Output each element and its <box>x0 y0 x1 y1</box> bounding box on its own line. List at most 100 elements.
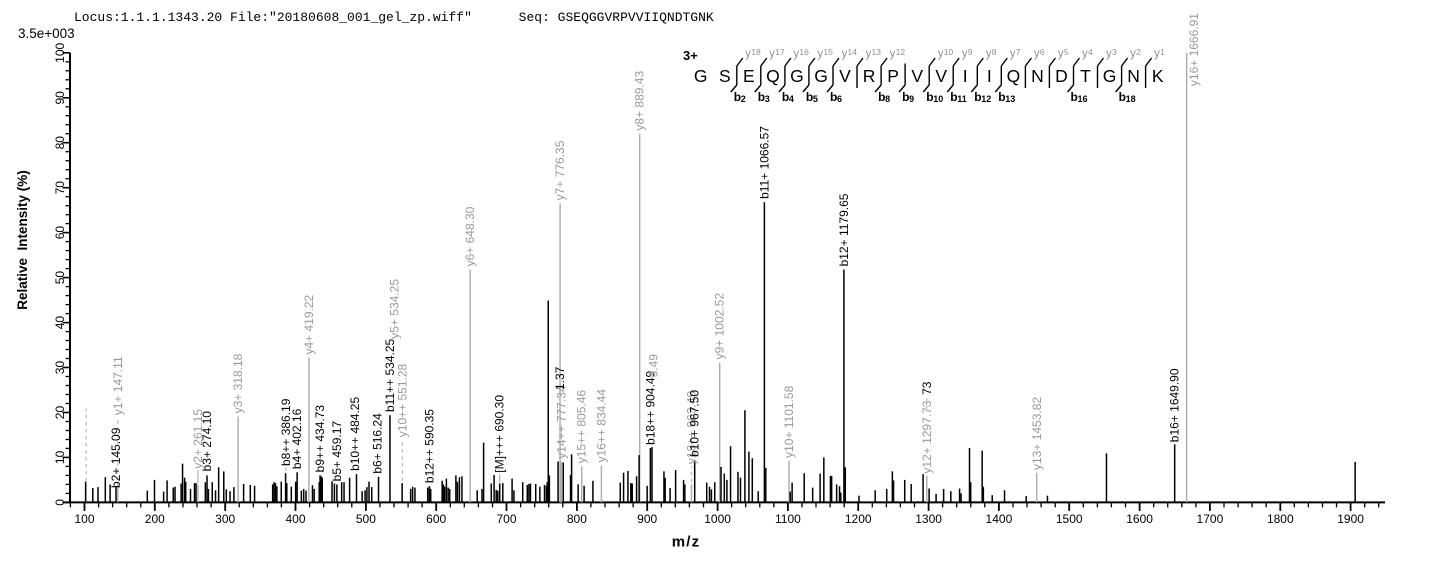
svg-text:1200: 1200 <box>845 512 872 526</box>
svg-text:y: y <box>1058 48 1064 60</box>
svg-text:3.49: 3.49 <box>646 354 660 378</box>
svg-text:10: 10 <box>933 94 943 104</box>
svg-text:90: 90 <box>53 91 67 105</box>
svg-text:11: 11 <box>957 94 967 104</box>
svg-text:Q: Q <box>1007 66 1021 86</box>
svg-text:y: y <box>1106 48 1112 60</box>
svg-text:b12+ 1179.65: b12+ 1179.65 <box>837 193 851 266</box>
svg-text:b5+ 459.17: b5+ 459.17 <box>330 421 344 482</box>
svg-text:12: 12 <box>981 94 991 104</box>
svg-text:800: 800 <box>567 512 587 526</box>
svg-text:10: 10 <box>53 450 67 464</box>
svg-text:60: 60 <box>53 226 67 240</box>
svg-text:0: 0 <box>53 499 67 506</box>
svg-text:b: b <box>998 90 1005 104</box>
svg-text:400: 400 <box>285 512 305 526</box>
svg-text:b: b <box>758 90 765 104</box>
svg-text:500: 500 <box>356 512 376 526</box>
svg-text:50: 50 <box>53 271 67 285</box>
svg-text:b: b <box>734 90 741 104</box>
svg-text:1.37: 1.37 <box>553 366 567 390</box>
svg-text:b: b <box>782 90 789 104</box>
svg-text:b11++ 534.25: b11++ 534.25 <box>383 338 397 412</box>
svg-text:b: b <box>806 90 813 104</box>
svg-text:1000: 1000 <box>704 512 731 526</box>
svg-text:y2+ 261.15: y2+ 261.15 <box>191 409 205 469</box>
svg-text:b: b <box>878 90 885 104</box>
svg-text:y: y <box>769 48 775 60</box>
svg-text:y18++ 963.49: y18++ 963.49 <box>684 390 698 464</box>
svg-text:y: y <box>938 48 944 60</box>
svg-text:y9+ 1002.52: y9+ 1002.52 <box>713 293 727 360</box>
svg-text:K: K <box>1152 66 1164 86</box>
svg-text:4: 4 <box>789 94 794 104</box>
svg-text:9: 9 <box>968 47 973 57</box>
svg-text:V: V <box>935 66 947 86</box>
svg-text:18: 18 <box>751 47 761 57</box>
svg-text:40: 40 <box>53 316 67 330</box>
svg-text:1: 1 <box>1160 47 1165 57</box>
svg-text:3.5e+003: 3.5e+003 <box>18 26 75 41</box>
svg-text:P: P <box>887 66 899 86</box>
svg-text:R: R <box>863 66 876 86</box>
svg-text:b4+ 402.16: b4+ 402.16 <box>290 408 304 469</box>
svg-text:y: y <box>817 48 823 60</box>
svg-text:700: 700 <box>496 512 516 526</box>
svg-text:Locus:1.1.1.1343.20 File:"2018: Locus:1.1.1.1343.20 File:"20180608_001_g… <box>74 10 714 25</box>
svg-text:b16+ 1649.90: b16+ 1649.90 <box>1168 368 1182 442</box>
svg-text:T: T <box>1080 66 1091 86</box>
svg-text:y: y <box>890 48 896 60</box>
svg-text:b3+ 274.10: b3+ 274.10 <box>200 411 214 472</box>
svg-text:6: 6 <box>1040 47 1045 57</box>
svg-text:y: y <box>986 48 992 60</box>
svg-text:b: b <box>926 90 933 104</box>
svg-text:D: D <box>1055 66 1068 86</box>
svg-text:3+: 3+ <box>683 48 698 63</box>
svg-text:y: y <box>866 48 872 60</box>
svg-text:b8++ 386.19: b8++ 386.19 <box>279 398 293 466</box>
svg-text:1300: 1300 <box>915 512 942 526</box>
svg-text:b: b <box>830 90 837 104</box>
svg-text:17: 17 <box>775 47 785 57</box>
svg-text:y: y <box>745 48 751 60</box>
svg-text:y16+ 1666.91: y16+ 1666.91 <box>1187 13 1201 86</box>
svg-text:b2+ 145.09: b2+ 145.09 <box>109 427 123 488</box>
svg-text:y3+ 318.18: y3+ 318.18 <box>231 353 245 413</box>
svg-text:E: E <box>743 66 755 86</box>
svg-text:6: 6 <box>837 94 842 104</box>
svg-text:14: 14 <box>848 47 858 57</box>
svg-text:y10++ 551.28: y10++ 551.28 <box>395 363 409 437</box>
svg-text:200: 200 <box>145 512 165 526</box>
svg-text:V: V <box>911 66 923 86</box>
svg-text:y1+ 147.11: y1+ 147.11 <box>111 356 125 415</box>
svg-text:13: 13 <box>872 47 882 57</box>
svg-text:1800: 1800 <box>1267 512 1294 526</box>
svg-text:m/z: m/z <box>672 534 701 551</box>
svg-text:y: y <box>793 48 799 60</box>
svg-text:b6+ 516.24: b6+ 516.24 <box>370 413 384 474</box>
svg-text:5: 5 <box>1064 47 1069 57</box>
svg-text:y13+ 1453.82: y13+ 1453.82 <box>1030 397 1044 470</box>
svg-text:b10++ 484.25: b10++ 484.25 <box>348 396 362 470</box>
svg-text:15: 15 <box>823 47 833 57</box>
svg-text:Q: Q <box>766 66 780 86</box>
svg-text:y: y <box>1154 48 1160 60</box>
svg-text:b: b <box>902 90 909 104</box>
svg-text:I: I <box>987 66 992 86</box>
svg-text:70: 70 <box>53 181 67 195</box>
svg-text:y6+ 648.30: y6+ 648.30 <box>463 206 477 266</box>
svg-text:73: 73 <box>920 381 934 395</box>
svg-text:N: N <box>1031 66 1044 86</box>
svg-text:16: 16 <box>799 47 809 57</box>
svg-text:Relative Intensity (%): Relative Intensity (%) <box>15 170 30 310</box>
svg-text:y7+ 776.35: y7+ 776.35 <box>553 140 567 200</box>
svg-text:y: y <box>1034 48 1040 60</box>
svg-text:b: b <box>950 90 957 104</box>
svg-text:20: 20 <box>53 406 67 420</box>
svg-text:600: 600 <box>426 512 446 526</box>
svg-text:18: 18 <box>1126 94 1136 104</box>
svg-text:12: 12 <box>896 47 906 57</box>
svg-text:30: 30 <box>53 361 67 375</box>
svg-text:1900: 1900 <box>1337 512 1364 526</box>
svg-text:y10+ 1101.58: y10+ 1101.58 <box>782 385 796 458</box>
